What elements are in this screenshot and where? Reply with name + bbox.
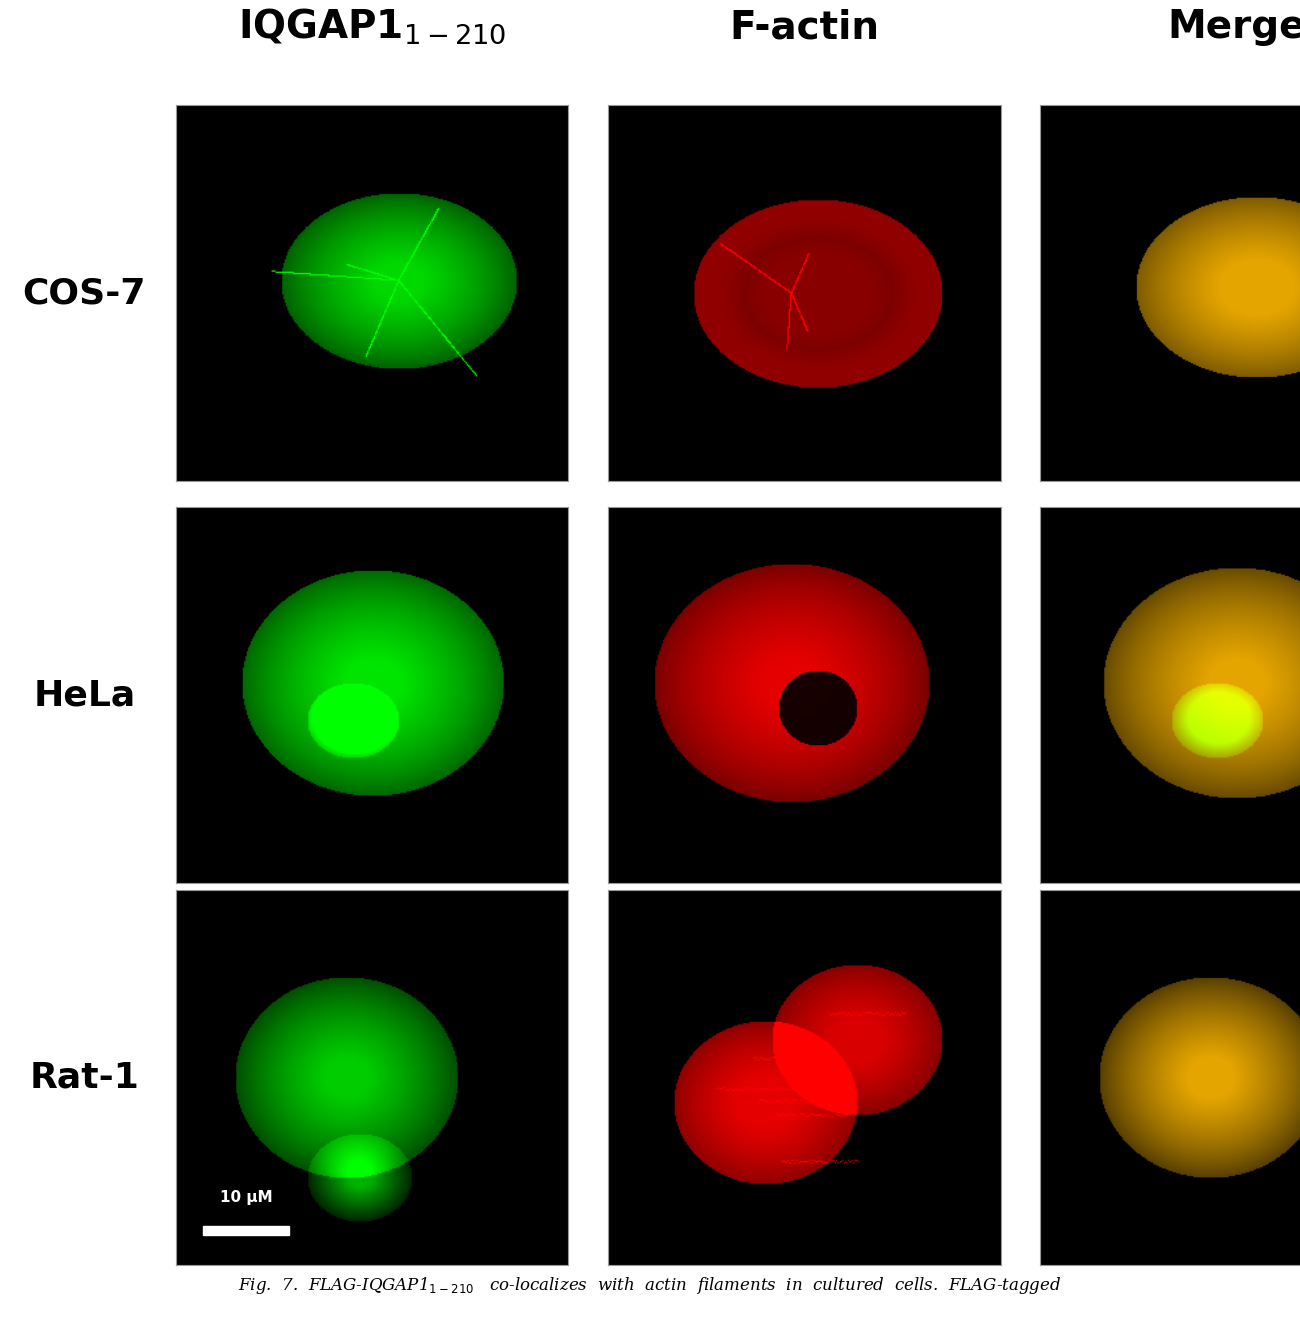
Text: COS-7: COS-7 (23, 277, 146, 310)
Text: IQGAP1$_{1-210}$: IQGAP1$_{1-210}$ (238, 7, 506, 46)
Text: Fig.  7.  FLAG-IQGAP1$_{1-210}$   co-localizes  with  actin  filaments  in  cult: Fig. 7. FLAG-IQGAP1$_{1-210}$ co-localiz… (238, 1275, 1062, 1296)
Bar (203, 1226, 290, 1235)
Text: 10 μM: 10 μM (220, 1190, 273, 1205)
Text: Rat-1: Rat-1 (30, 1061, 139, 1094)
Text: Merge: Merge (1167, 8, 1300, 46)
Text: F-actin: F-actin (729, 8, 880, 46)
Text: HeLa: HeLa (34, 679, 135, 712)
